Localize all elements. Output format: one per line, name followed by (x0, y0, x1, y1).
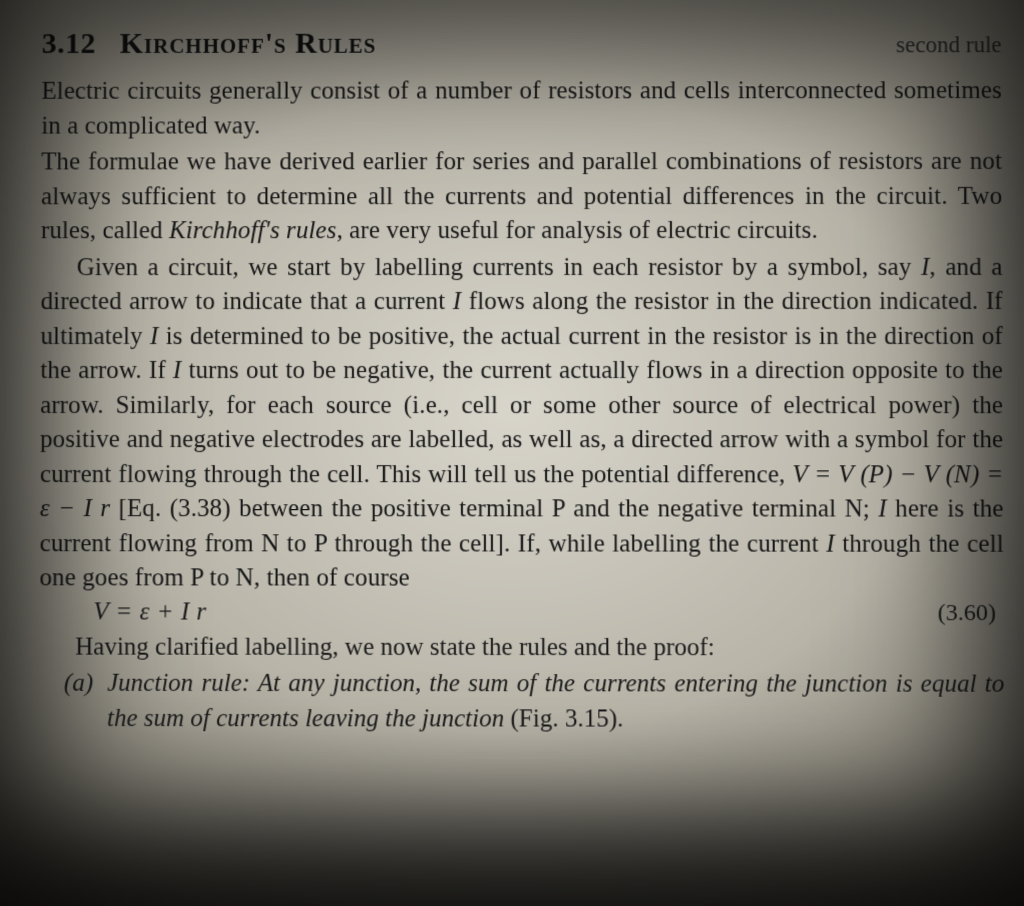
section-number: 3.12 (42, 27, 96, 60)
text: , are very useful for analysis of electr… (337, 217, 818, 244)
text: Given a circuit, we start by labelling c… (77, 253, 921, 280)
rule-text: Junction rule: At any junction, the sum … (107, 667, 1005, 737)
heading-row: 3.12 Kirchhoff's Rules second rule (42, 26, 1002, 61)
margin-note: second rule (896, 32, 1002, 58)
equation-number: (3.60) (938, 600, 996, 627)
text: [Eq. (3.38) between the positive termina… (110, 495, 878, 522)
section-heading: 3.12 Kirchhoff's Rules (42, 27, 377, 61)
display-equation: V = ε + I r (3.60) (93, 598, 1004, 627)
symbol-I: I (826, 530, 835, 557)
paragraph-intro-2: The formulae we have derived earlier for… (41, 145, 1003, 249)
symbol-I: I (878, 495, 887, 522)
text: Electric circuits generally consist of a… (41, 77, 1002, 139)
proof-intro: Having clarified labelling, we now state… (75, 630, 1004, 666)
rule-label: (a) (45, 667, 107, 736)
symbol-I: I (921, 253, 930, 280)
paragraph-labelling: Given a circuit, we start by labelling c… (39, 250, 1003, 596)
section-title: Kirchhoff's Rules (120, 27, 377, 60)
rule-lead: Junction rule: (107, 670, 250, 697)
paragraph-intro-1: Electric circuits generally consist of a… (41, 74, 1002, 143)
rule-item-a: (a) Junction rule: At any junction, the … (45, 667, 1005, 737)
symbol-I: I (150, 323, 159, 350)
symbol-I: I (453, 288, 461, 315)
textbook-page: 3.12 Kirchhoff's Rules second rule Elect… (0, 0, 1024, 757)
term-kirchhoffs-rules: Kirchhoff's rules (169, 217, 337, 244)
equation-expression: V = ε + I r (93, 598, 206, 626)
rule-figure-ref: (Fig. 3.15). (510, 705, 623, 732)
